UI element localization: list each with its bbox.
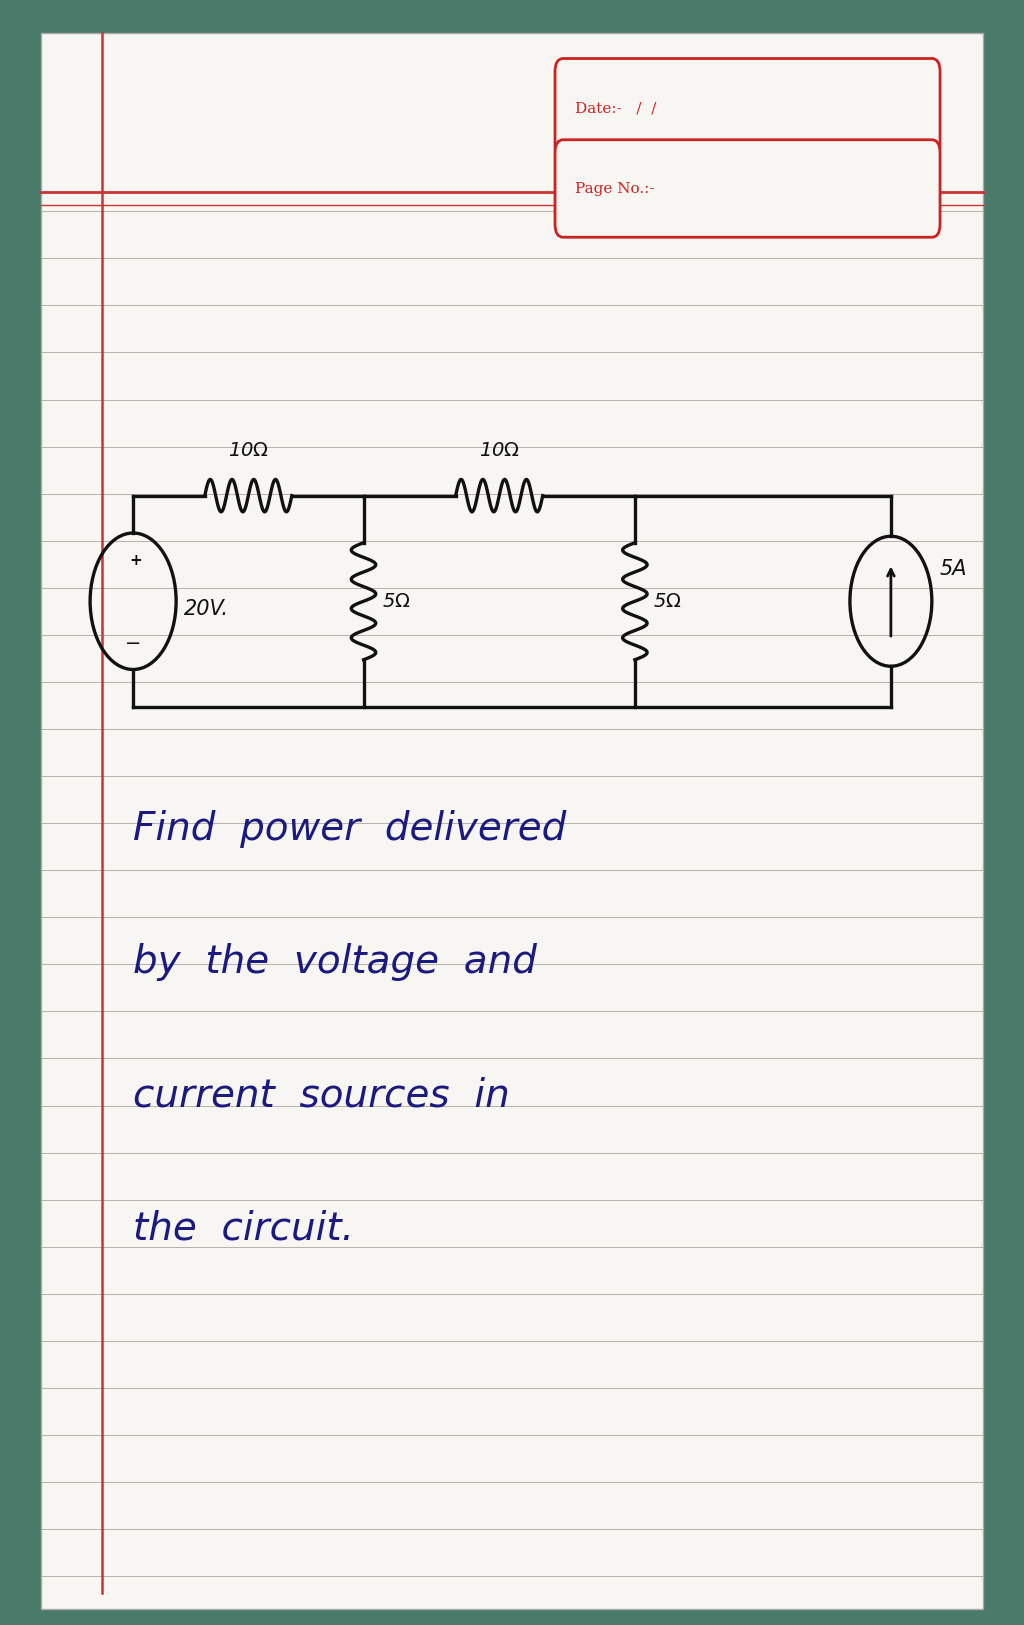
Text: +: +	[130, 552, 142, 567]
Text: 20V.: 20V.	[184, 600, 229, 619]
Text: 5A: 5A	[940, 559, 968, 578]
Text: current  sources  in: current sources in	[133, 1076, 510, 1115]
Text: 10$\Omega$: 10$\Omega$	[228, 440, 268, 460]
FancyBboxPatch shape	[555, 140, 940, 237]
Text: 5$\Omega$: 5$\Omega$	[653, 592, 682, 611]
Text: Page No.:-: Page No.:-	[575, 182, 655, 195]
Text: the  circuit.: the circuit.	[133, 1209, 354, 1248]
Text: 10$\Omega$: 10$\Omega$	[479, 440, 519, 460]
Text: by  the  voltage  and: by the voltage and	[133, 942, 537, 981]
Text: Date:-   /  /: Date:- / /	[575, 102, 656, 115]
FancyBboxPatch shape	[41, 32, 983, 1609]
Text: Find  power  delivered: Find power delivered	[133, 809, 566, 848]
Text: −: −	[125, 634, 141, 653]
FancyBboxPatch shape	[555, 58, 940, 159]
Text: 5$\Omega$: 5$\Omega$	[382, 592, 411, 611]
